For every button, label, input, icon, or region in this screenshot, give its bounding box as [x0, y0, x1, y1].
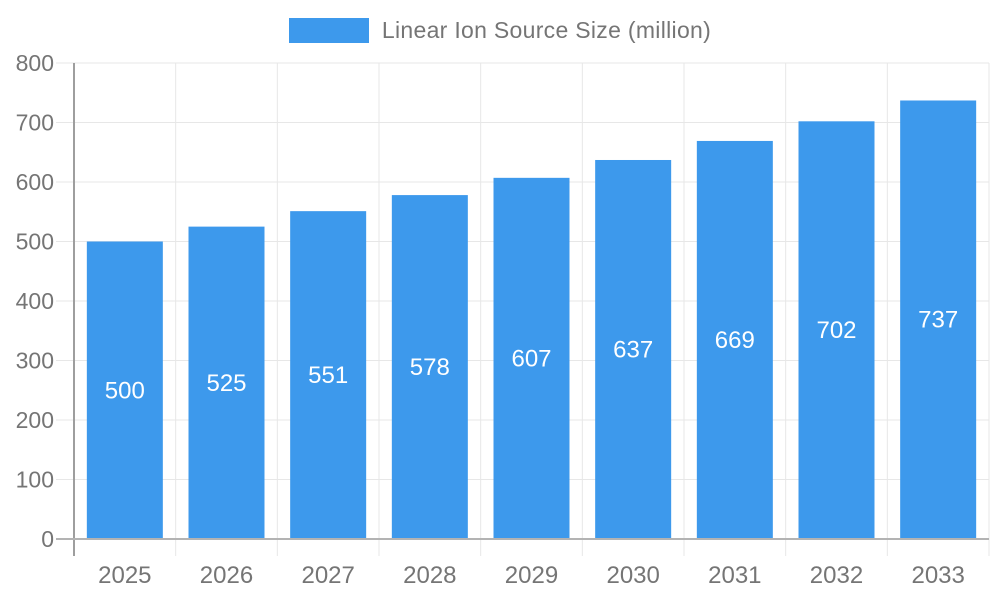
- x-tick-label-2031: 2031: [708, 562, 761, 589]
- x-tick-label-2025: 2025: [98, 562, 151, 589]
- y-tick-labels: 0 100 200 300 400 500 600 700 800: [16, 50, 54, 552]
- bar-value-2030: 637: [613, 336, 653, 363]
- y-tick-label-700: 700: [16, 110, 54, 136]
- bar-2029[interactable]: [493, 177, 570, 539]
- y-tick-label-800: 800: [16, 50, 54, 76]
- axes: [56, 63, 989, 556]
- x-tick-labels: 2025 2026 2027 2028 2029 2030 2031 2032 2033: [98, 562, 965, 589]
- x-tick-label-2030: 2030: [606, 562, 659, 589]
- x-tick-label-2027: 2027: [301, 562, 354, 589]
- y-tick-label-500: 500: [16, 229, 54, 255]
- bar-value-2025: 500: [105, 377, 145, 404]
- y-tick-label-0: 0: [41, 526, 54, 552]
- bar-2027[interactable]: [290, 211, 367, 539]
- chart-legend: Linear Ion Source Size (million): [0, 17, 1000, 44]
- bar-value-2031: 669: [715, 327, 755, 354]
- y-tick-label-100: 100: [16, 467, 54, 493]
- bar-2033[interactable]: [900, 100, 977, 540]
- legend-swatch[interactable]: [288, 18, 369, 43]
- bar-2031[interactable]: [696, 140, 773, 539]
- bar-value-2028: 578: [410, 354, 450, 381]
- bar-2026[interactable]: [188, 226, 265, 539]
- y-tick-label-400: 400: [16, 288, 54, 314]
- x-tick-label-2028: 2028: [403, 562, 456, 589]
- bar-2032[interactable]: [798, 121, 875, 539]
- x-tick-label-2033: 2033: [911, 562, 964, 589]
- bar-value-2029: 607: [511, 345, 551, 372]
- bars: 500 525 551 578 607 637 669 702 737: [86, 100, 977, 540]
- y-tick-label-600: 600: [16, 169, 54, 195]
- bar-value-2032: 702: [816, 317, 856, 344]
- x-gridlines: [175, 63, 990, 556]
- bar-2028[interactable]: [391, 195, 468, 539]
- bar-2030[interactable]: [595, 159, 672, 540]
- bar-value-2027: 551: [308, 362, 348, 389]
- bar-value-2026: 525: [206, 370, 246, 397]
- y-tick-label-300: 300: [16, 348, 54, 374]
- y-tick-label-200: 200: [16, 407, 54, 433]
- x-tick-label-2029: 2029: [505, 562, 558, 589]
- bar-2025[interactable]: [86, 241, 163, 540]
- x-tick-label-2026: 2026: [200, 562, 253, 589]
- legend-label: Linear Ion Source Size (million): [381, 17, 712, 43]
- bar-value-2033: 737: [918, 307, 958, 334]
- x-tick-label-2032: 2032: [810, 562, 863, 589]
